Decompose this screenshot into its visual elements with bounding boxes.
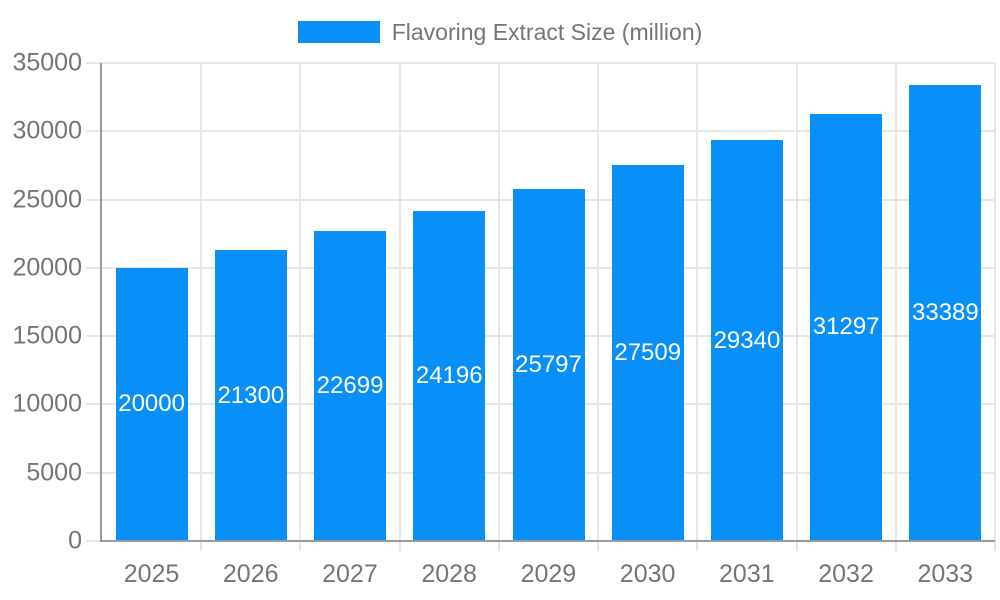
bar-value-label: 29340 (713, 326, 781, 354)
y-axis-line (100, 63, 102, 541)
bar-2029[interactable]: 25797 (512, 188, 585, 541)
x-gridline (497, 63, 500, 551)
y-axis-tick-label: 15000 (12, 321, 82, 350)
bar-2027[interactable]: 22699 (314, 230, 387, 541)
x-axis-tick-label: 2028 (421, 560, 477, 588)
x-gridline (200, 63, 203, 551)
bar-value-label: 22699 (316, 371, 384, 399)
bar-2026[interactable]: 21300 (214, 250, 287, 541)
x-axis-line (100, 540, 995, 542)
x-gridline (795, 63, 798, 551)
x-gridline (597, 63, 600, 551)
x-axis-tick-label: 2032 (818, 560, 874, 588)
y-gridline (86, 130, 995, 133)
y-axis-tick-label: 35000 (12, 48, 82, 77)
bar-2025[interactable]: 20000 (115, 267, 188, 541)
bar-value-label: 21300 (217, 381, 285, 409)
y-axis-tick-label: 5000 (26, 458, 82, 487)
bar-value-label: 20000 (118, 390, 185, 418)
bar-2028[interactable]: 24196 (413, 210, 486, 541)
legend[interactable]: Flavoring Extract Size (million) (0, 18, 1000, 46)
y-axis-tick-label: 0 (68, 526, 82, 555)
x-axis-tick-label: 2031 (719, 560, 775, 588)
bar-2032[interactable]: 31297 (810, 113, 883, 541)
bar-value-label: 33389 (912, 298, 979, 326)
x-axis-tick-label: 2025 (123, 560, 180, 588)
x-axis-tick-label: 2033 (917, 560, 974, 588)
x-gridline (696, 63, 699, 551)
x-gridline (398, 63, 401, 551)
legend-swatch (297, 21, 380, 43)
bar-value-label: 24196 (415, 361, 483, 389)
x-axis-tick-label: 2026 (222, 560, 279, 588)
y-axis-tick-label: 10000 (12, 389, 82, 418)
x-axis-tick-label: 2029 (520, 560, 577, 588)
y-axis-tick-label: 25000 (12, 185, 82, 214)
y-axis-tick-label: 20000 (12, 253, 82, 282)
bar-value-label: 27509 (614, 339, 682, 367)
bar-value-label: 25797 (515, 350, 582, 378)
legend-label: Flavoring Extract Size (million) (391, 19, 703, 45)
y-gridline (86, 62, 995, 64)
x-axis-tick-label: 2030 (619, 560, 676, 588)
x-axis-tick-label: 2027 (322, 560, 378, 588)
x-gridline (299, 63, 302, 551)
bar-2030[interactable]: 27509 (611, 165, 684, 541)
bar-value-label: 31297 (812, 313, 880, 341)
bar-2033[interactable]: 33389 (909, 85, 982, 541)
x-gridline (894, 63, 897, 551)
x-gridline (994, 63, 996, 551)
bar-2031[interactable]: 29340 (710, 140, 783, 541)
y-axis-tick-label: 30000 (12, 116, 82, 145)
